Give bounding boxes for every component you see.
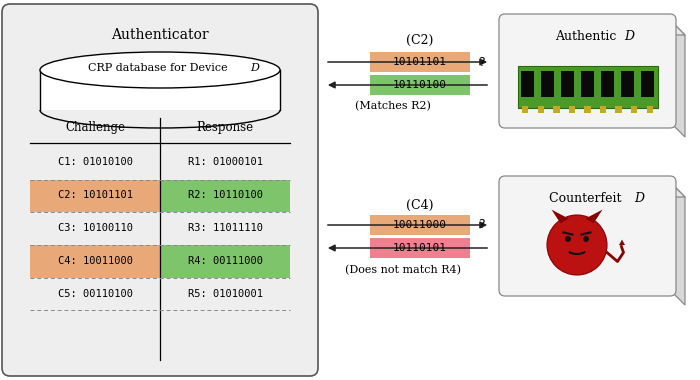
Text: Challenge: Challenge bbox=[65, 122, 125, 135]
Bar bbox=[40, 70, 280, 110]
Bar bbox=[517, 66, 657, 108]
Text: D: D bbox=[251, 63, 260, 73]
Text: C1: 01010100: C1: 01010100 bbox=[57, 157, 132, 167]
Polygon shape bbox=[505, 182, 685, 197]
Bar bbox=[622, 71, 634, 97]
Circle shape bbox=[547, 215, 607, 275]
Text: C4: 10011000: C4: 10011000 bbox=[57, 256, 132, 266]
Text: C2: 10101101: C2: 10101101 bbox=[57, 190, 132, 200]
Text: (Matches R2): (Matches R2) bbox=[355, 101, 431, 111]
Text: R2: 10110100: R2: 10110100 bbox=[188, 190, 262, 200]
Text: Authenticator: Authenticator bbox=[111, 28, 209, 42]
Text: 10101101: 10101101 bbox=[393, 57, 447, 67]
Bar bbox=[370, 52, 470, 72]
Text: Counterfeit: Counterfeit bbox=[550, 192, 626, 205]
Bar bbox=[370, 215, 470, 235]
Bar bbox=[522, 106, 528, 113]
Polygon shape bbox=[619, 240, 625, 245]
Bar bbox=[553, 106, 559, 113]
Text: R4: 00111000: R4: 00111000 bbox=[188, 256, 262, 266]
Circle shape bbox=[583, 236, 589, 242]
Text: ?: ? bbox=[478, 55, 484, 68]
Bar bbox=[582, 71, 594, 97]
Text: R3: 11011110: R3: 11011110 bbox=[188, 223, 262, 233]
Bar bbox=[631, 106, 637, 113]
Text: Response: Response bbox=[197, 122, 253, 135]
Bar bbox=[30, 180, 160, 212]
Bar bbox=[584, 106, 591, 113]
Bar bbox=[647, 106, 653, 113]
Text: (Does not match R4): (Does not match R4) bbox=[345, 265, 461, 275]
Circle shape bbox=[565, 236, 571, 242]
Text: Authentic: Authentic bbox=[555, 30, 620, 43]
Polygon shape bbox=[552, 210, 568, 223]
Polygon shape bbox=[585, 210, 603, 223]
Bar bbox=[370, 238, 470, 258]
Text: (C2): (C2) bbox=[406, 33, 434, 46]
Ellipse shape bbox=[40, 52, 280, 88]
Bar bbox=[561, 71, 573, 97]
FancyBboxPatch shape bbox=[499, 176, 676, 296]
Bar bbox=[370, 75, 470, 95]
Polygon shape bbox=[670, 182, 685, 305]
Text: D: D bbox=[624, 30, 634, 43]
Bar bbox=[30, 245, 160, 278]
FancyBboxPatch shape bbox=[2, 4, 318, 376]
Bar bbox=[522, 71, 533, 97]
Bar bbox=[615, 106, 622, 113]
Text: R5: 01010001: R5: 01010001 bbox=[188, 289, 262, 299]
Bar bbox=[160, 180, 290, 212]
Bar bbox=[569, 106, 575, 113]
Text: ?: ? bbox=[478, 218, 484, 231]
Text: C3: 10100110: C3: 10100110 bbox=[57, 223, 132, 233]
Text: C5: 00110100: C5: 00110100 bbox=[57, 289, 132, 299]
Bar bbox=[160, 245, 290, 278]
Bar bbox=[538, 106, 544, 113]
Bar bbox=[601, 71, 614, 97]
Polygon shape bbox=[505, 20, 685, 35]
Text: D: D bbox=[634, 192, 645, 205]
Text: 10011000: 10011000 bbox=[393, 220, 447, 230]
Bar bbox=[600, 106, 606, 113]
Bar bbox=[641, 71, 654, 97]
Text: R1: 01000101: R1: 01000101 bbox=[188, 157, 262, 167]
FancyBboxPatch shape bbox=[499, 14, 676, 128]
Text: 10110101: 10110101 bbox=[393, 243, 447, 253]
Polygon shape bbox=[670, 20, 685, 137]
Bar bbox=[541, 71, 554, 97]
Text: (C4): (C4) bbox=[406, 198, 434, 212]
Text: CRP database for Device: CRP database for Device bbox=[88, 63, 232, 73]
Text: 10110100: 10110100 bbox=[393, 80, 447, 90]
